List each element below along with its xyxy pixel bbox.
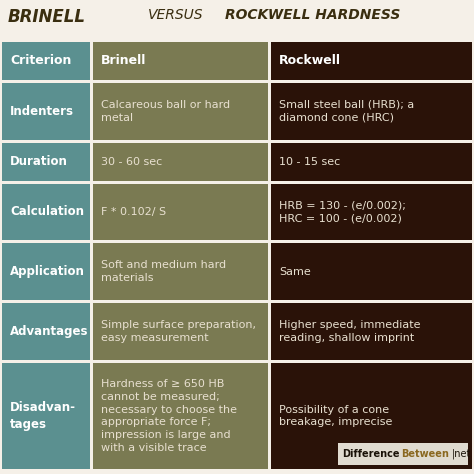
Bar [93, 303, 268, 360]
Text: Indenters: Indenters [10, 105, 74, 118]
Bar [2, 42, 90, 80]
Bar [271, 243, 472, 300]
Text: Between: Between [401, 449, 449, 459]
Bar [271, 303, 472, 360]
Bar [2, 183, 90, 240]
Bar [2, 83, 90, 140]
Bar [93, 143, 268, 181]
Text: 10 - 15 sec: 10 - 15 sec [279, 156, 340, 167]
Text: Application: Application [10, 265, 85, 278]
Text: Hardness of ≥ 650 HB
cannot be measured;
necessary to choose the
appropriate for: Hardness of ≥ 650 HB cannot be measured;… [101, 379, 237, 453]
Bar [2, 303, 90, 360]
Bar [2, 143, 90, 181]
Text: Duration: Duration [10, 155, 68, 168]
Text: F * 0.102/ S: F * 0.102/ S [101, 207, 166, 217]
Text: |net: |net [452, 449, 471, 459]
Text: HRB = 130 - (e/0.002);
HRC = 100 - (e/0.002): HRB = 130 - (e/0.002); HRC = 100 - (e/0.… [279, 201, 406, 223]
Text: Rockwell: Rockwell [279, 55, 341, 67]
Bar [93, 363, 268, 469]
Text: Disadvan-
tages: Disadvan- tages [10, 401, 76, 431]
Text: Simple surface preparation,
easy measurement: Simple surface preparation, easy measure… [101, 320, 256, 343]
Bar [2, 243, 90, 300]
Text: Criterion: Criterion [10, 55, 72, 67]
Text: Small steel ball (HRB); a
diamond cone (HRC): Small steel ball (HRB); a diamond cone (… [279, 100, 414, 123]
Text: Calcareous ball or hard
metal: Calcareous ball or hard metal [101, 100, 230, 123]
Text: Brinell: Brinell [101, 55, 146, 67]
Text: 30 - 60 sec: 30 - 60 sec [101, 156, 162, 167]
Text: Possibility of a cone
breakage, imprecise: Possibility of a cone breakage, imprecis… [279, 405, 392, 428]
Text: Difference: Difference [342, 449, 400, 459]
Text: VERSUS: VERSUS [148, 8, 203, 22]
Text: ROCKWELL HARDNESS: ROCKWELL HARDNESS [225, 8, 401, 22]
Bar [271, 83, 472, 140]
Text: Advantages: Advantages [10, 325, 89, 338]
Text: BRINELL: BRINELL [8, 8, 86, 26]
Bar [93, 83, 268, 140]
Bar [271, 143, 472, 181]
Text: Calculation: Calculation [10, 205, 84, 219]
Text: Same: Same [279, 267, 311, 277]
Bar [271, 183, 472, 240]
Bar [93, 243, 268, 300]
Text: Soft and medium hard
materials: Soft and medium hard materials [101, 260, 226, 283]
Bar [93, 183, 268, 240]
Bar [93, 42, 268, 80]
Bar [271, 363, 472, 469]
Bar [2, 363, 90, 469]
Bar [338, 443, 468, 465]
Bar [271, 42, 472, 80]
Text: Higher speed, immediate
reading, shallow imprint: Higher speed, immediate reading, shallow… [279, 320, 420, 343]
